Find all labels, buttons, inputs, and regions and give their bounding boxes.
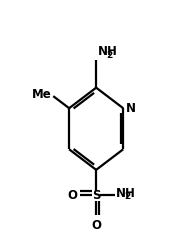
Text: Me: Me xyxy=(32,88,52,101)
Text: 2: 2 xyxy=(125,192,131,201)
Text: N: N xyxy=(126,102,136,115)
Text: S: S xyxy=(92,189,100,202)
Text: NH: NH xyxy=(116,187,136,200)
Text: O: O xyxy=(91,219,101,232)
Text: O: O xyxy=(67,189,77,202)
Text: 2: 2 xyxy=(107,51,113,60)
Text: NH: NH xyxy=(98,45,117,58)
